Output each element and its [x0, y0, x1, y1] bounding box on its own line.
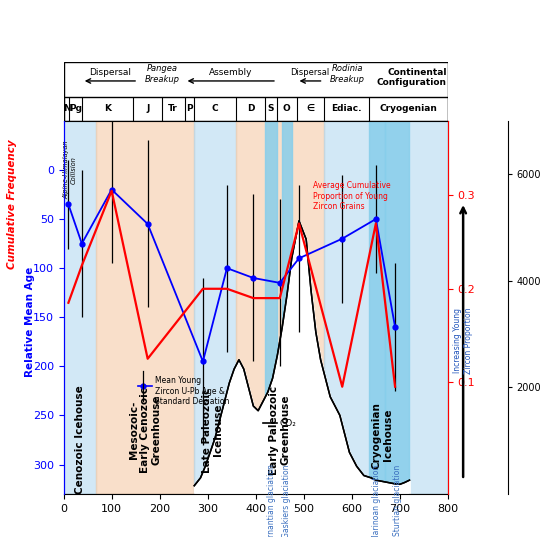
Text: Increasing Young
Zircon Proportion: Increasing Young Zircon Proportion: [453, 308, 473, 374]
Text: Relative Mean Age: Relative Mean Age: [25, 267, 35, 378]
Text: K: K: [104, 104, 111, 113]
Text: Cryogenian
Icehouse: Cryogenian Icehouse: [371, 402, 393, 469]
Text: J: J: [146, 104, 149, 113]
Bar: [96, 121, 194, 494]
Text: N: N: [62, 104, 70, 113]
Bar: [282, 121, 292, 494]
Text: Sturtian glaciation: Sturtian glaciation: [393, 465, 402, 536]
Text: Cumulative Frequency: Cumulative Frequency: [7, 139, 17, 269]
Bar: [324, 121, 448, 494]
Text: Tr: Tr: [168, 104, 178, 113]
Text: Dispersal: Dispersal: [290, 68, 330, 77]
Text: Dispersal: Dispersal: [89, 68, 131, 77]
Text: Mesozoic-
Early Cenozoic
Greenhouse: Mesozoic- Early Cenozoic Greenhouse: [129, 387, 162, 473]
Text: Pg: Pg: [69, 104, 82, 113]
Text: Cenozoic Icehouse: Cenozoic Icehouse: [75, 386, 85, 495]
Text: Rodinia
Breakup: Rodinia Breakup: [330, 64, 364, 84]
Bar: [64, 121, 96, 494]
Text: Gaskiers glaciation: Gaskiers glaciation: [283, 465, 291, 537]
Text: Marinoan glaciation: Marinoan glaciation: [372, 465, 382, 537]
Text: O: O: [283, 104, 290, 113]
Text: Assembly: Assembly: [209, 68, 253, 77]
Text: S: S: [268, 104, 274, 113]
Text: C: C: [212, 104, 218, 113]
Text: Pangea
Breakup: Pangea Breakup: [144, 64, 180, 84]
Text: Late Paleozoic
Icehouse: Late Paleozoic Icehouse: [202, 388, 223, 473]
Text: Alpine-Himalayan
Collision: Alpine-Himalayan Collision: [64, 141, 77, 199]
Text: Ediac.: Ediac.: [331, 104, 361, 113]
Text: Average Cumulative
Proportion of Young
Zircon Grains: Average Cumulative Proportion of Young Z…: [314, 182, 391, 211]
Text: CO₂: CO₂: [280, 419, 296, 428]
Text: ∈: ∈: [306, 104, 314, 113]
Text: D: D: [247, 104, 254, 113]
Text: Hirnantian glaciation: Hirnantian glaciation: [267, 465, 275, 537]
Text: Cryogenian: Cryogenian: [379, 104, 437, 113]
Text: Early Paleozoic
Greenhouse: Early Paleozoic Greenhouse: [269, 386, 290, 475]
Text: Mean Young
Zircon U-Pb Age &
Standard Deviation: Mean Young Zircon U-Pb Age & Standard De…: [155, 376, 229, 406]
Bar: [369, 121, 385, 494]
Bar: [265, 121, 277, 494]
Bar: [236, 121, 324, 494]
Text: P: P: [186, 104, 193, 113]
Bar: [194, 121, 236, 494]
Bar: [385, 121, 409, 494]
Text: Continental
Configuration: Continental Configuration: [377, 68, 447, 87]
